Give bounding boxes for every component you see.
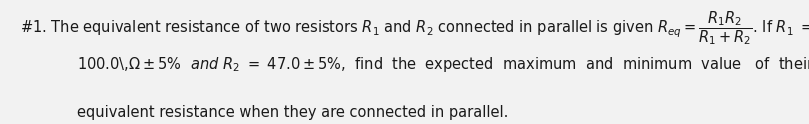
Text: #1. The equivalent resistance of two resistors $R_1$ and $R_2$ connected in para: #1. The equivalent resistance of two res… bbox=[20, 9, 809, 47]
Text: 100.0\,$\Omega\pm$5%  $\mathit{and}\ R_2\ =\ 47.0\pm5\%$,  find  the  expected  : 100.0\,$\Omega\pm$5% $\mathit{and}\ R_2\… bbox=[77, 55, 809, 74]
Text: equivalent resistance when they are connected in parallel.: equivalent resistance when they are conn… bbox=[77, 105, 508, 120]
